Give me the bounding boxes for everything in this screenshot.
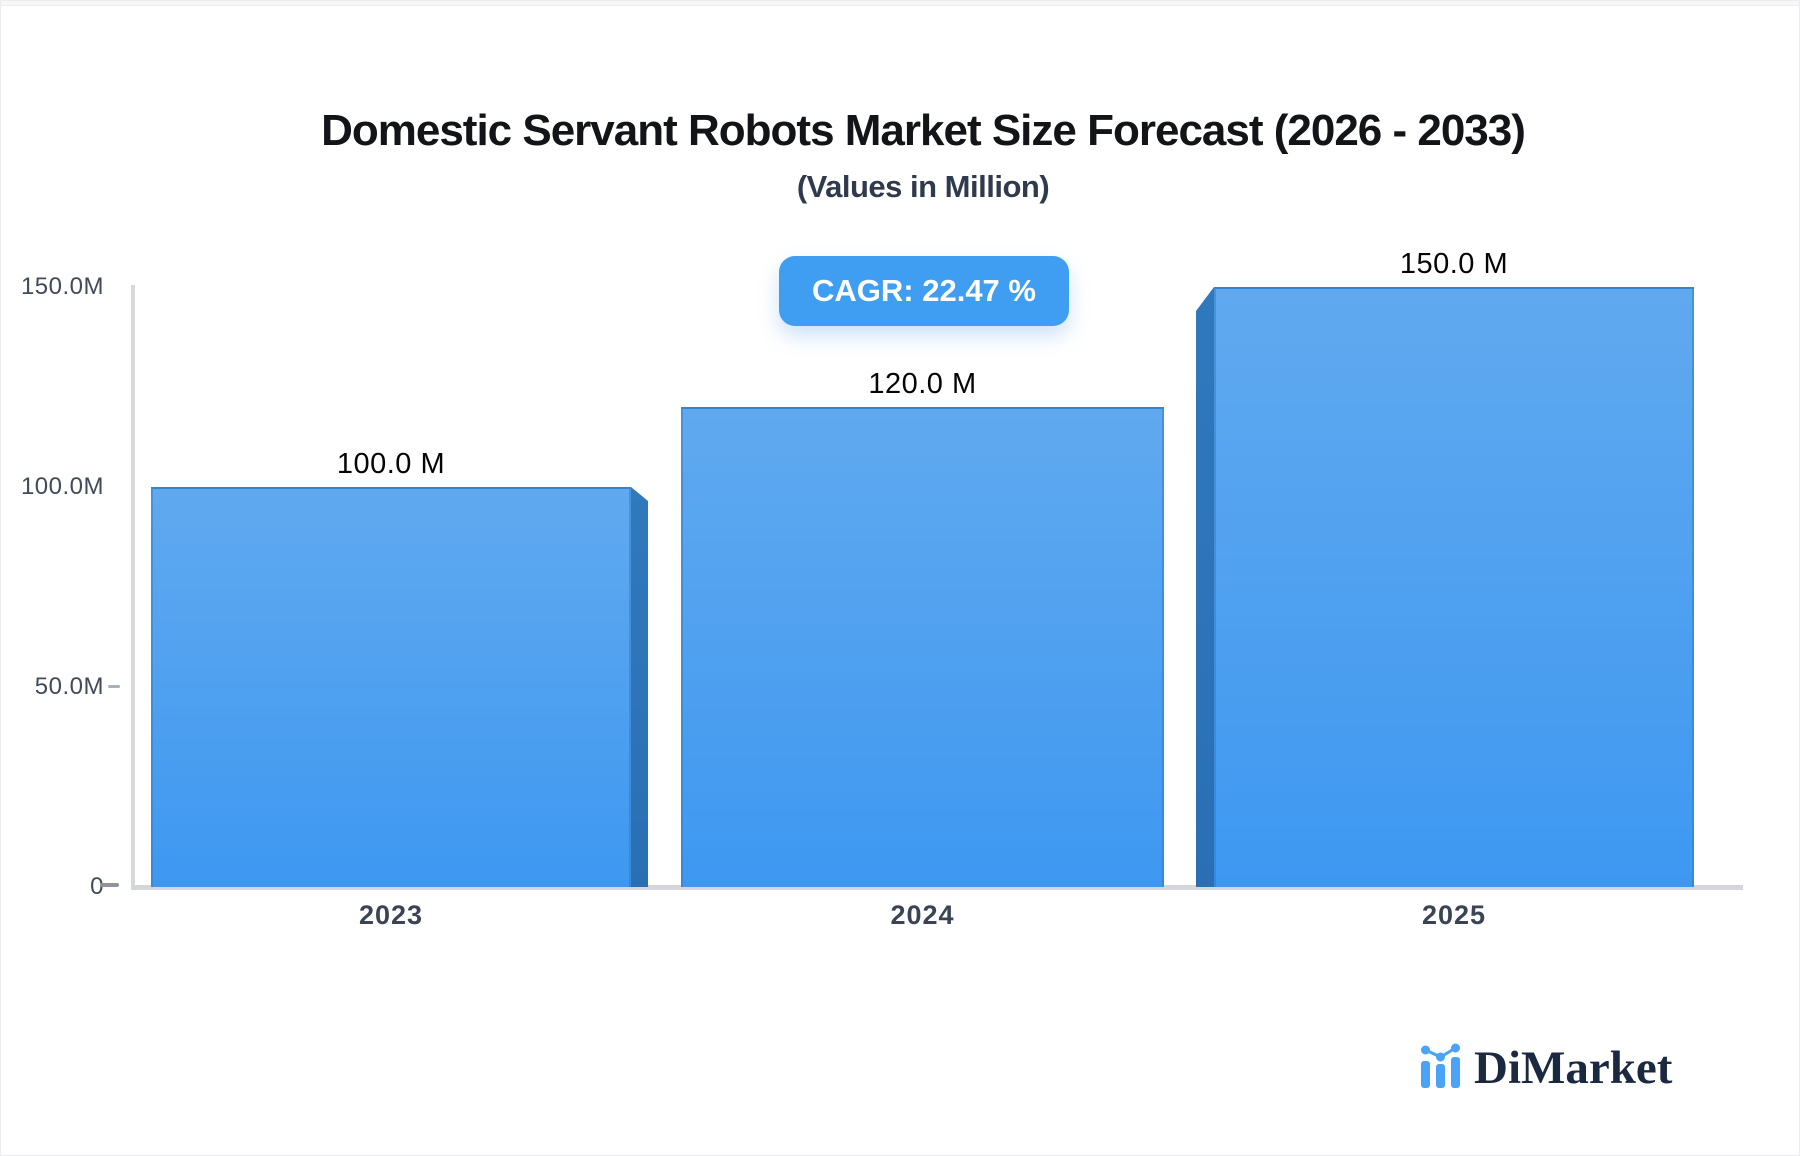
y-axis-line (131, 285, 135, 887)
bar-value-label: 120.0 M (868, 368, 977, 400)
chart-header: Domestic Servant Robots Market Size Fore… (45, 1, 1799, 341)
y-tick-mark (100, 883, 119, 887)
bar (681, 407, 1164, 887)
y-tick-mark (108, 685, 120, 688)
page-subtitle: (Values in Million) (796, 169, 1050, 204)
x-axis-label: 2025 (1421, 900, 1487, 930)
bar (1214, 287, 1694, 887)
bar-3d-side (631, 487, 648, 887)
y-tick-label: 150.0M (20, 273, 104, 300)
x-axis-line (131, 885, 1743, 890)
y-tick-label: 0 (90, 873, 104, 900)
y-tick-label: 50.0M (34, 673, 104, 700)
brand-logo: DiMarket (1420, 1042, 1673, 1094)
bar-value-label: 100.0 M (336, 448, 446, 480)
x-axis-label: 2024 (890, 900, 955, 930)
page-title: Domestic Servant Robots Market Size Fore… (321, 106, 1526, 155)
bar-value-label: 150.0 M (1399, 248, 1509, 280)
cagr-badge: CAGR: 22.47 % (779, 256, 1069, 326)
logo-text: DiMarket (1474, 1042, 1673, 1094)
bar-3d-side (1196, 287, 1214, 887)
y-tick-label: 100.0M (20, 473, 104, 500)
mini-bar-chart-icon (1421, 1043, 1460, 1088)
x-axis-label: 2023 (358, 900, 424, 930)
bar (151, 487, 631, 887)
